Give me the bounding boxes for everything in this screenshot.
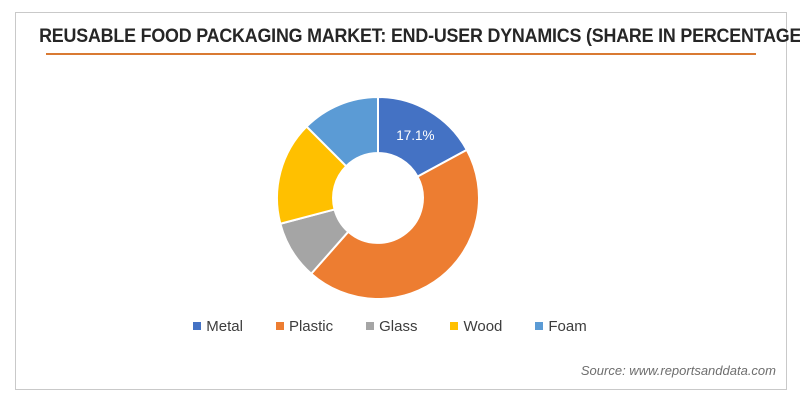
legend-item-wood: Wood (450, 319, 502, 334)
donut-slice-foam (305, 96, 379, 168)
source-credit: Source: www.reportsanddata.com (580, 363, 776, 378)
legend-label-wood: Wood (463, 317, 503, 335)
slice-label-metal: 17.1% (396, 128, 434, 143)
legend-label-foam: Foam (548, 317, 587, 335)
donut-slice-plastic (310, 148, 480, 300)
legend-label-glass: Glass (379, 317, 418, 335)
title-underline (46, 53, 756, 55)
legend-item-plastic: Plastic (275, 317, 334, 335)
legend-swatch-foam (535, 322, 544, 330)
legend-swatch-metal (193, 322, 202, 330)
legend-swatch-wood (450, 322, 459, 330)
legend: Metal Plastic Glass Wood Foam (5, 316, 775, 336)
legend-item-glass: Glass (366, 319, 417, 334)
chart-frame: REUSABLE FOOD PACKAGING MARKET: END-USER… (15, 12, 800, 390)
legend-label-metal: Metal (206, 317, 243, 335)
legend-swatch-plastic (275, 322, 284, 330)
donut-chart: 17.1% (276, 96, 480, 300)
legend-swatch-glass (366, 322, 375, 330)
legend-label-plastic: Plastic (288, 317, 334, 335)
chart-title: REUSABLE FOOD PACKAGING MARKET: END-USER… (39, 26, 800, 47)
legend-item-metal: Metal (193, 319, 243, 334)
legend-item-foam: Foam (535, 317, 587, 335)
